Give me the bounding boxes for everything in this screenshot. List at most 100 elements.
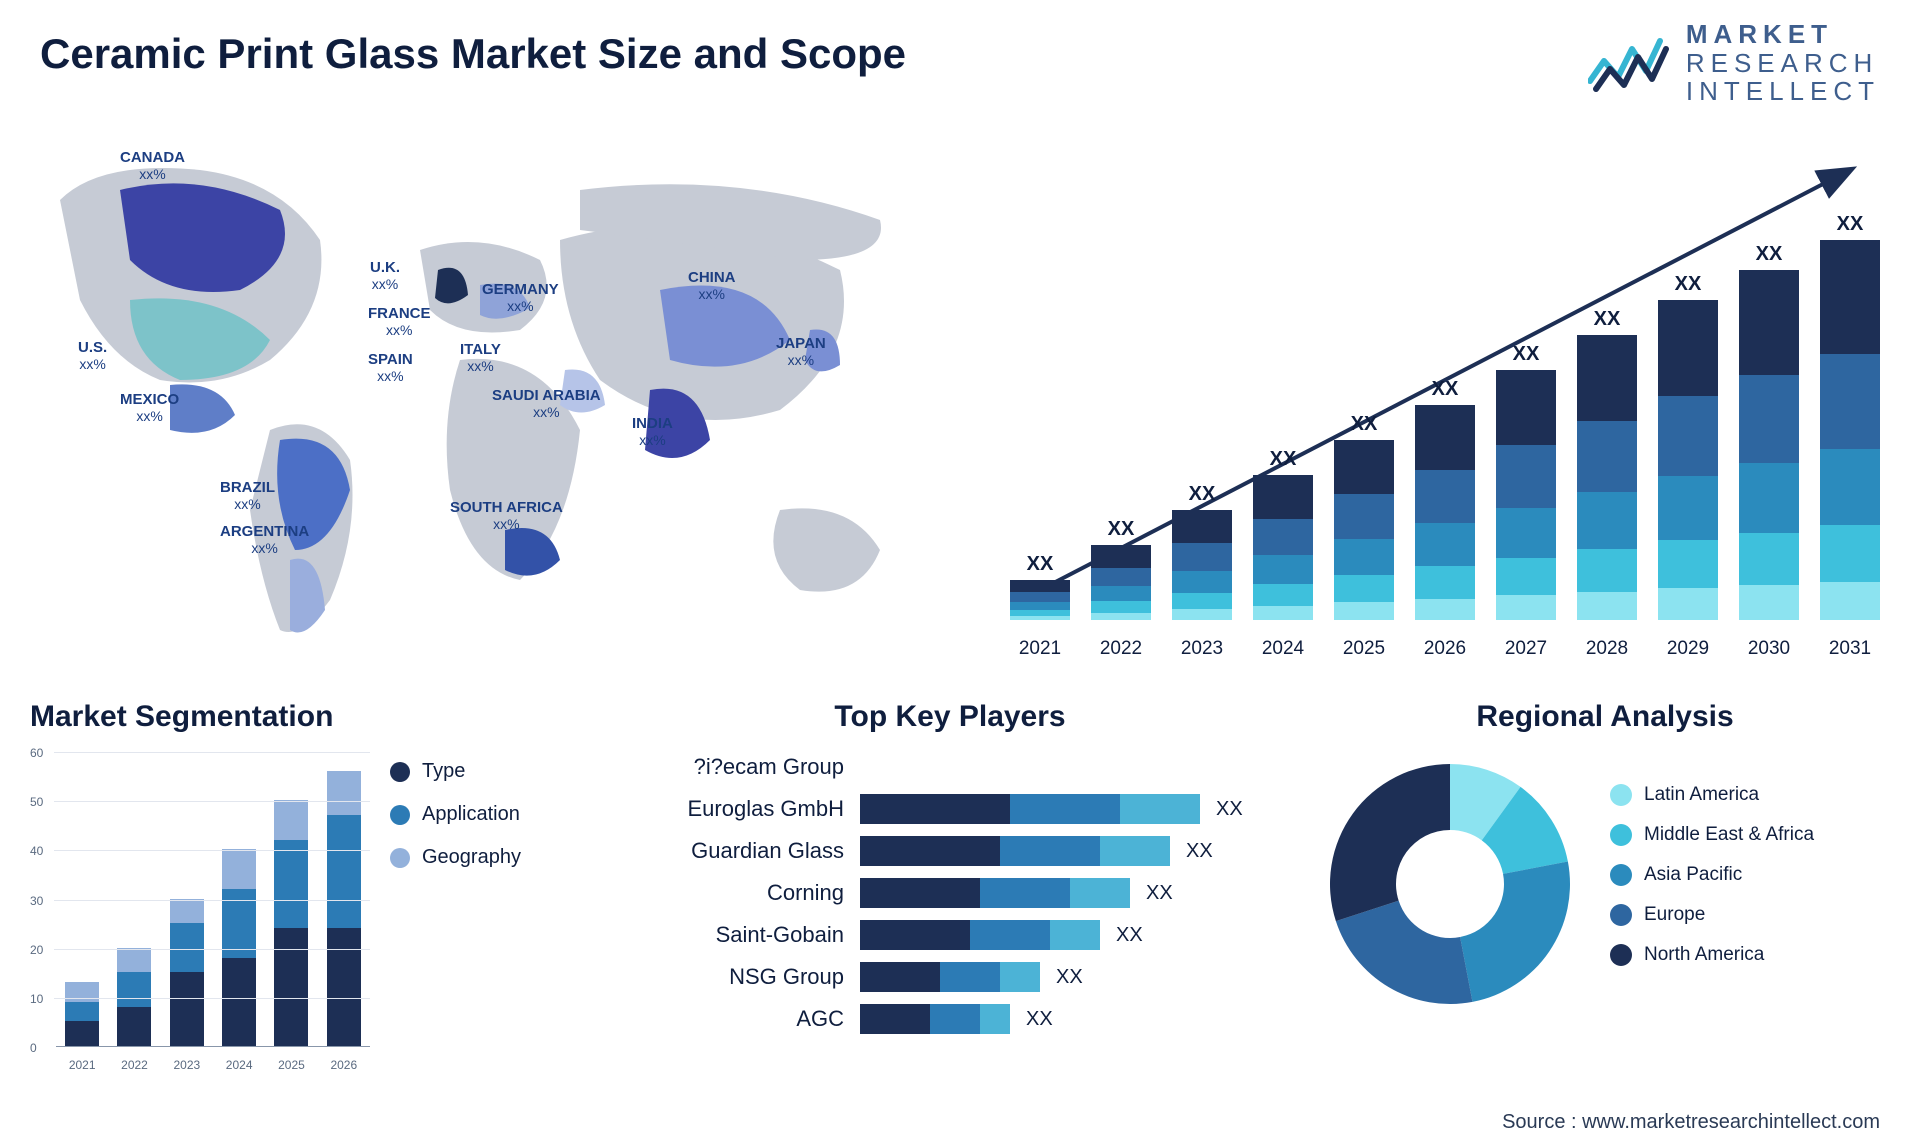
segmentation-legend-item: Type <box>390 760 521 783</box>
map-country-label: U.K.xx% <box>370 260 400 293</box>
segmentation-gridline <box>54 900 370 901</box>
legend-label: North America <box>1644 944 1764 966</box>
segmentation-y-tick: 60 <box>30 746 43 760</box>
page-title: Ceramic Print Glass Market Size and Scop… <box>40 30 906 78</box>
player-name: ?i?ecam Group <box>610 754 860 780</box>
brand-logo: MARKET RESEARCH INTELLECT <box>1588 20 1880 106</box>
donut-slice <box>1336 901 1473 1004</box>
region-legend-item: Latin America <box>1610 784 1814 806</box>
legend-label: Asia Pacific <box>1644 864 1742 886</box>
player-value: XX <box>1216 798 1243 821</box>
legend-dot-icon <box>390 762 410 782</box>
region-legend-item: North America <box>1610 944 1814 966</box>
legend-label: Middle East & Africa <box>1644 824 1814 846</box>
growth-x-label: 2027 <box>1496 638 1556 660</box>
market-segmentation-section: Market Segmentation 20212022202320242025… <box>30 700 570 1072</box>
segmentation-y-tick: 20 <box>30 943 43 957</box>
player-value: XX <box>1026 1008 1053 1031</box>
growth-bar-value: XX <box>1837 213 1864 236</box>
growth-x-label: 2029 <box>1658 638 1718 660</box>
legend-dot-icon <box>1610 824 1632 846</box>
player-bar <box>860 794 1200 824</box>
growth-bar-value: XX <box>1675 273 1702 296</box>
regional-donut-chart <box>1320 754 1580 1014</box>
world-map: CANADAxx%U.S.xx%MEXICOxx%BRAZILxx%ARGENT… <box>20 130 920 660</box>
legend-label: Europe <box>1644 904 1705 926</box>
growth-bar-value: XX <box>1270 448 1297 471</box>
growth-bar: XX <box>1658 273 1718 620</box>
map-country-label: BRAZILxx% <box>220 480 275 513</box>
growth-x-label: 2021 <box>1010 638 1070 660</box>
player-value: XX <box>1116 924 1143 947</box>
growth-bar: XX <box>1334 413 1394 620</box>
segmentation-bar <box>274 800 308 1046</box>
donut-slice <box>1330 764 1450 921</box>
logo-line-3: INTELLECT <box>1686 77 1880 106</box>
region-legend-item: Middle East & Africa <box>1610 824 1814 846</box>
growth-x-label: 2023 <box>1172 638 1232 660</box>
segmentation-legend: Type Application Geography <box>390 760 521 889</box>
legend-label: Latin America <box>1644 784 1759 806</box>
legend-dot-icon <box>390 848 410 868</box>
top-key-players-section: Top Key Players ?i?ecam GroupEuroglas Gm… <box>610 700 1290 1046</box>
segmentation-gridline <box>54 850 370 851</box>
map-country-label: FRANCExx% <box>368 306 431 339</box>
segmentation-bar <box>170 899 204 1046</box>
player-value: XX <box>1056 966 1083 989</box>
legend-label: Application <box>422 803 520 826</box>
growth-bar: XX <box>1415 378 1475 620</box>
growth-bar: XX <box>1172 483 1232 620</box>
player-bar <box>860 836 1170 866</box>
growth-bar-value: XX <box>1351 413 1378 436</box>
player-value: XX <box>1186 840 1213 863</box>
region-legend-item: Europe <box>1610 904 1814 926</box>
source-attribution: Source : www.marketresearchintellect.com <box>1502 1111 1880 1134</box>
player-row: NSG GroupXX <box>610 962 1290 992</box>
player-bar <box>860 920 1100 950</box>
donut-slice <box>1460 862 1570 1002</box>
regions-title: Regional Analysis <box>1320 700 1890 734</box>
growth-bar: XX <box>1010 553 1070 620</box>
player-name: Corning <box>610 880 860 906</box>
player-bar <box>860 962 1040 992</box>
segmentation-y-tick: 0 <box>30 1041 37 1055</box>
player-row: Guardian Glass XX <box>610 836 1290 866</box>
map-country-label: JAPANxx% <box>776 336 826 369</box>
player-bar <box>860 1004 1010 1034</box>
player-row: CorningXX <box>610 878 1290 908</box>
player-bar <box>860 878 1130 908</box>
growth-x-label: 2028 <box>1577 638 1637 660</box>
segmentation-x-label: 2023 <box>173 1058 200 1072</box>
segmentation-gridline <box>54 998 370 999</box>
map-country-label: MEXICOxx% <box>120 392 179 425</box>
logo-line-1: MARKET <box>1686 20 1880 49</box>
regional-legend: Latin America Middle East & Africa Asia Pa… <box>1610 784 1814 984</box>
legend-dot-icon <box>390 805 410 825</box>
growth-bar-value: XX <box>1027 553 1054 576</box>
growth-x-label: 2030 <box>1739 638 1799 660</box>
growth-x-label: 2026 <box>1415 638 1475 660</box>
player-name: Guardian Glass <box>610 838 860 864</box>
segmentation-legend-item: Application <box>390 803 521 826</box>
legend-dot-icon <box>1610 944 1632 966</box>
segmentation-legend-item: Geography <box>390 846 521 869</box>
map-country-label: CANADAxx% <box>120 150 185 183</box>
growth-stacked-bar-chart: XXXXXXXXXXXXXXXXXXXXXX 20212022202320242… <box>1010 130 1880 660</box>
regional-analysis-section: Regional Analysis Latin America Middle Ea… <box>1320 700 1890 1014</box>
growth-bar: XX <box>1091 518 1151 620</box>
segmentation-gridline <box>54 949 370 950</box>
logo-mark-icon <box>1588 31 1672 95</box>
segmentation-y-tick: 30 <box>30 894 43 908</box>
growth-x-label: 2022 <box>1091 638 1151 660</box>
player-row: ?i?ecam Group <box>610 752 1290 782</box>
legend-dot-icon <box>1610 864 1632 886</box>
growth-bar: XX <box>1820 213 1880 620</box>
growth-bar-value: XX <box>1108 518 1135 541</box>
player-row: AGC XX <box>610 1004 1290 1034</box>
growth-bar-value: XX <box>1432 378 1459 401</box>
map-country-label: INDIAxx% <box>632 416 673 449</box>
player-name: AGC <box>610 1006 860 1032</box>
segmentation-x-label: 2024 <box>226 1058 253 1072</box>
growth-x-label: 2025 <box>1334 638 1394 660</box>
logo-line-2: RESEARCH <box>1686 49 1880 78</box>
